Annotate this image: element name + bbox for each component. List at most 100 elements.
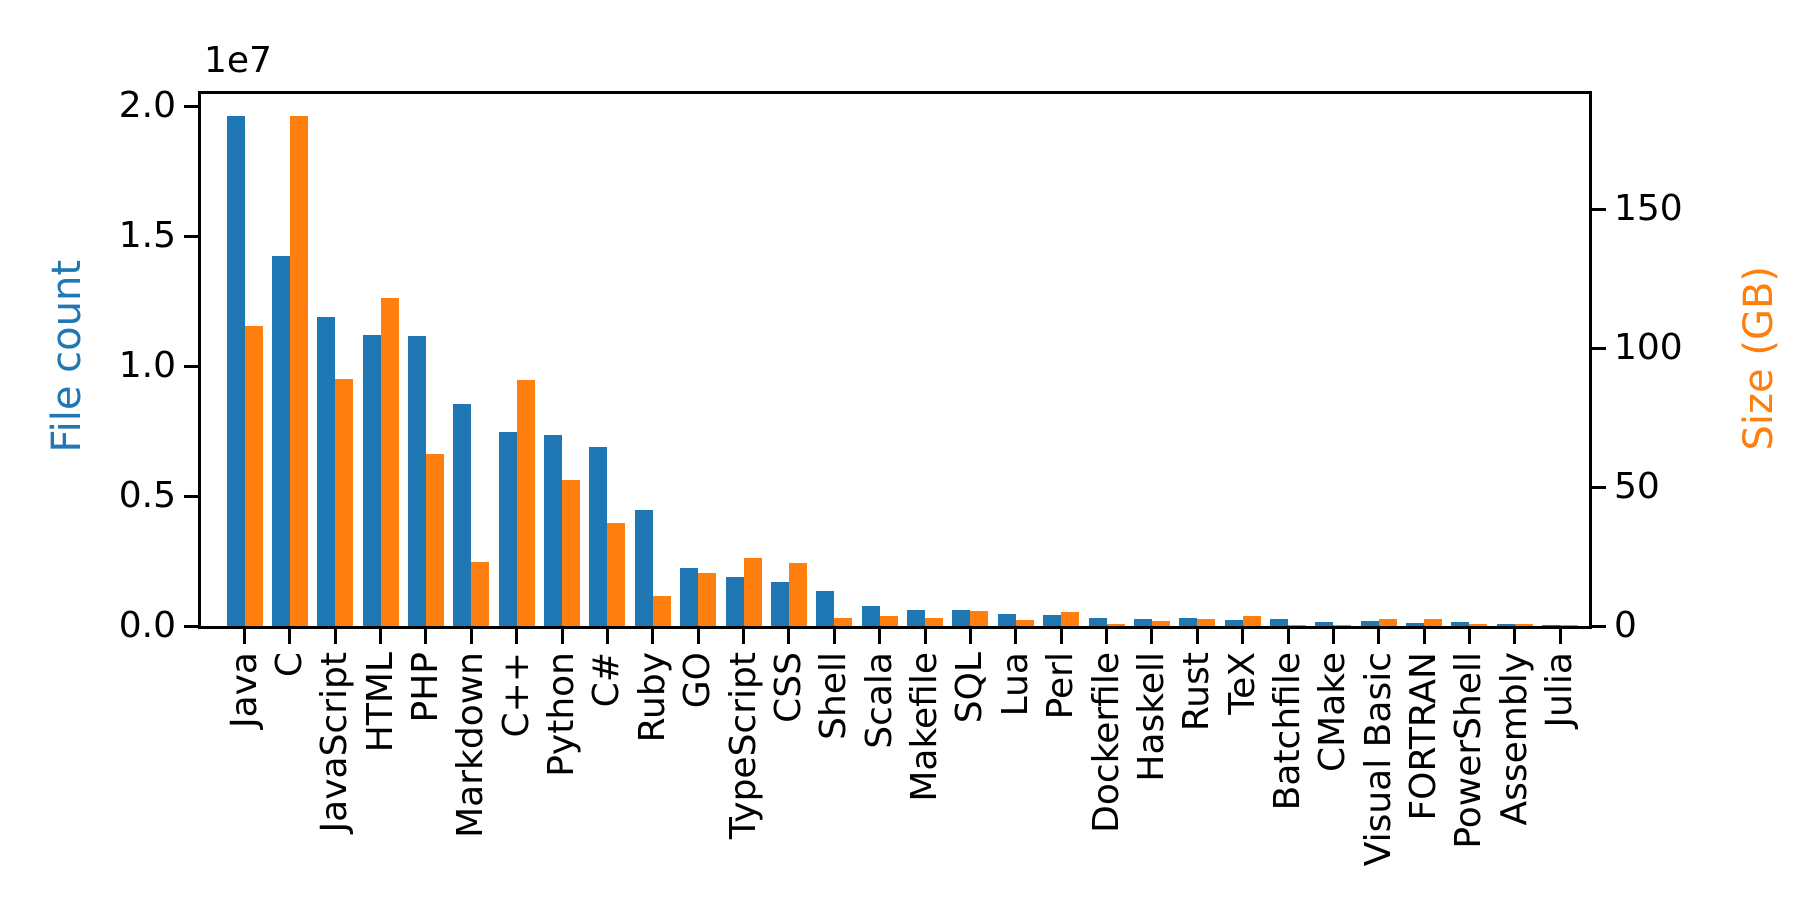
y-tick-right-50	[1592, 485, 1606, 489]
bar-file-count-dockerfile	[1088, 617, 1107, 626]
x-tick-rust	[1195, 629, 1199, 644]
bar-file-count-rust	[1179, 618, 1198, 626]
x-tick-makefile	[923, 629, 927, 644]
x-tick-label-shell: Shell	[813, 652, 855, 740]
x-tick-css	[787, 629, 791, 644]
bar-size-gb-rust	[1197, 619, 1216, 626]
bar-size-gb-c	[607, 523, 626, 626]
x-tick-lua	[1014, 629, 1018, 644]
y-tick-label-right-0: 0	[1614, 605, 1637, 646]
x-tick-c	[288, 629, 292, 644]
x-tick-dockerfile	[1105, 629, 1109, 644]
x-tick-go	[696, 629, 700, 644]
bar-file-count-c	[271, 255, 290, 626]
bar-file-count-python	[544, 435, 563, 626]
bar-size-gb-assembly	[1514, 623, 1533, 626]
bar-file-count-scala	[861, 605, 880, 626]
x-tick-label-typescript: TypeScript	[722, 652, 764, 840]
x-tick-label-batchfile: Batchfile	[1267, 652, 1308, 811]
y-axis-label-right: Size (GB)	[1736, 266, 1782, 451]
bar-size-gb-c	[516, 379, 535, 626]
bar-size-gb-css	[788, 562, 807, 626]
x-tick-label-powershell: PowerShell	[1448, 652, 1490, 849]
bar-file-count-fortran	[1406, 622, 1425, 626]
x-tick-label-markdown: Markdown	[450, 652, 492, 838]
bar-size-gb-html	[380, 297, 399, 626]
x-tick-cmake	[1331, 629, 1335, 644]
x-tick-assembly	[1513, 629, 1517, 644]
x-tick-label-haskell: Haskell	[1130, 652, 1172, 782]
bar-size-gb-javascript	[335, 378, 354, 626]
x-tick-label-assembly: Assembly	[1493, 652, 1535, 826]
y-tick-label-left-1.5: 1.5	[118, 215, 176, 256]
bar-size-gb-perl	[1061, 612, 1080, 626]
bar-size-gb-typescript	[743, 557, 762, 626]
bar-file-count-batchfile	[1270, 618, 1288, 626]
y-tick-label-right-100: 100	[1614, 327, 1683, 368]
x-tick-html	[379, 629, 383, 644]
x-tick-label-c: C	[268, 652, 310, 678]
bar-file-count-java	[226, 116, 245, 626]
x-tick-php	[424, 629, 428, 644]
x-tick-java	[243, 629, 246, 644]
x-tick-typescript	[742, 629, 746, 644]
bar-size-gb-c	[289, 115, 308, 626]
x-tick-label-julia: Julia	[1539, 652, 1581, 728]
y-tick-right-150	[1592, 207, 1606, 211]
x-tick-c	[605, 629, 609, 644]
y-axis-offset-text: 1e7	[204, 40, 272, 81]
bar-size-gb-julia	[1560, 625, 1579, 626]
bar-file-count-go	[680, 567, 699, 626]
bar-file-count-ruby	[634, 510, 653, 626]
bar-size-gb-shell	[834, 617, 853, 626]
bar-file-count-c	[589, 446, 608, 626]
x-tick-label-makefile: Makefile	[904, 652, 946, 802]
bar-file-count-shell	[816, 590, 835, 626]
x-tick-label-html: HTML	[359, 652, 401, 753]
bar-file-count-lua	[997, 614, 1016, 626]
x-tick-label-go: GO	[677, 652, 719, 709]
x-tick-perl	[1059, 629, 1063, 644]
y-tick-label-left-0.0: 0.0	[118, 605, 176, 646]
bar-file-count-css	[770, 581, 789, 626]
bar-file-count-javascript	[317, 316, 336, 626]
bar-size-gb-markdown	[471, 562, 490, 626]
x-tick-powershell	[1467, 629, 1471, 644]
x-tick-label-css: CSS	[767, 652, 809, 723]
x-tick-label-tex: TeX	[1221, 652, 1263, 715]
bar-size-gb-dockerfile	[1106, 624, 1125, 626]
bar-file-count-php	[407, 336, 426, 626]
bar-size-gb-go	[698, 573, 717, 626]
bar-file-count-sql	[952, 609, 971, 626]
x-tick-label-python: Python	[541, 652, 583, 777]
bar-size-gb-visual-basic	[1378, 618, 1397, 626]
y-tick-left-1.0	[184, 364, 198, 368]
bar-file-count-html	[362, 334, 381, 626]
y-tick-left-0.5	[184, 494, 198, 498]
bar-file-count-perl	[1043, 615, 1062, 626]
x-tick-haskell	[1150, 629, 1154, 644]
y-tick-left-1.5	[184, 234, 198, 238]
bar-size-gb-php	[425, 453, 444, 626]
bar-file-count-haskell	[1133, 618, 1152, 626]
x-tick-batchfile	[1286, 629, 1290, 644]
x-tick-label-javascript: JavaScript	[314, 652, 356, 833]
x-tick-label-php: PHP	[404, 652, 446, 723]
x-tick-fortran	[1422, 629, 1426, 644]
bar-size-gb-sql	[970, 610, 989, 626]
y-tick-label-left-2.0: 2.0	[118, 85, 176, 126]
bar-size-gb-python	[562, 480, 581, 626]
bar-file-count-powershell	[1451, 621, 1470, 626]
x-tick-label-lua: Lua	[994, 652, 1036, 717]
bar-file-count-visual-basic	[1360, 620, 1379, 626]
x-tick-label-fortran: FORTRAN	[1403, 652, 1445, 821]
x-tick-label-scala: Scala	[858, 652, 900, 749]
bar-file-count-assembly	[1496, 623, 1515, 626]
bar-file-count-typescript	[725, 576, 744, 626]
bar-size-gb-powershell	[1469, 624, 1488, 626]
x-tick-julia	[1558, 629, 1562, 644]
bar-file-count-julia	[1542, 624, 1561, 626]
y-tick-label-right-50: 50	[1614, 466, 1660, 507]
x-tick-scala	[878, 629, 882, 644]
